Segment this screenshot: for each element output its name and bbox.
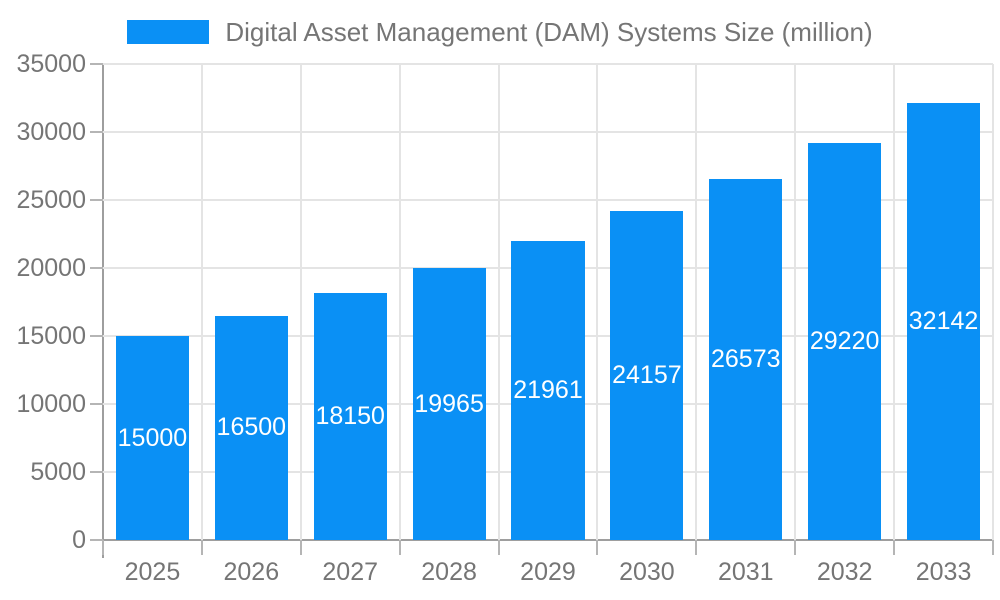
x-tick-label: 2027 (322, 558, 379, 586)
y-tick (90, 335, 103, 337)
y-tick (90, 131, 103, 133)
bar[interactable]: 16500 (214, 315, 288, 540)
bar-value-label: 29220 (809, 326, 880, 355)
x-tick (299, 540, 302, 555)
bar-value-label: 24157 (612, 361, 682, 390)
y-tick (90, 199, 103, 201)
y-tick (90, 267, 103, 269)
x-tick-label: 2033 (915, 558, 972, 586)
legend[interactable]: Digital Asset Management (DAM) Systems S… (0, 14, 1000, 50)
v-gridline (794, 64, 797, 540)
h-gridline (103, 131, 993, 133)
x-tick (596, 540, 599, 555)
x-tick (893, 540, 896, 555)
x-tick-label: 2025 (124, 558, 181, 586)
bar-value-label: 19965 (414, 389, 484, 418)
y-tick (90, 471, 103, 473)
bar[interactable]: 26573 (709, 178, 783, 540)
x-tick (695, 540, 698, 555)
v-gridline (497, 64, 500, 540)
x-tick-label: 2026 (223, 558, 280, 586)
x-tick (794, 540, 797, 555)
y-tick-label: 5000 (30, 458, 86, 486)
plot-area: 15000 16500 18150 19965 21961 24157 26573 29220… (103, 63, 994, 540)
v-gridline (992, 64, 994, 540)
bar[interactable]: 18150 (313, 293, 387, 540)
bar[interactable]: 29220 (808, 142, 882, 540)
x-tick-label: 2029 (520, 558, 576, 586)
x-tick (497, 540, 500, 555)
v-gridline (596, 64, 599, 540)
bar-value-label: 26573 (711, 344, 781, 373)
legend-swatch (127, 20, 210, 44)
legend-label: Digital Asset Management (DAM) Systems S… (225, 16, 873, 47)
bar-value-label: 15000 (117, 423, 188, 452)
bar[interactable]: 24157 (610, 211, 684, 540)
v-gridline (695, 64, 698, 540)
y-tick-label: 20000 (16, 254, 86, 282)
x-tick (398, 540, 401, 555)
y-tick-label: 10000 (16, 390, 86, 418)
v-gridline (398, 64, 401, 540)
x-tick-label: 2030 (619, 558, 675, 586)
x-tick-label: 2032 (816, 558, 873, 586)
bar[interactable]: 21961 (511, 241, 585, 540)
bar[interactable]: 32142 (906, 102, 981, 540)
y-tick (90, 403, 103, 405)
y-tick-label: 35000 (16, 50, 86, 78)
y-axis-line (102, 63, 104, 558)
y-tick (90, 63, 103, 65)
bar[interactable]: 15000 (115, 336, 190, 540)
y-tick (90, 539, 103, 541)
bar-value-label: 21961 (513, 376, 583, 405)
bar-value-label: 16500 (216, 413, 287, 442)
v-gridline (893, 64, 896, 540)
x-tick (992, 540, 994, 555)
x-tick-label: 2031 (717, 558, 774, 586)
bar-value-label: 32142 (908, 306, 979, 335)
v-gridline (200, 64, 203, 540)
x-tick-label: 2028 (421, 558, 477, 586)
y-tick-label: 30000 (16, 118, 86, 146)
bar-value-label: 18150 (315, 402, 385, 431)
y-tick-label: 25000 (16, 186, 86, 214)
v-gridline (299, 64, 302, 540)
h-gridline (103, 63, 993, 65)
x-axis-line (103, 539, 993, 541)
h-gridline (103, 199, 993, 201)
bar[interactable]: 19965 (412, 268, 486, 540)
x-tick (200, 540, 203, 555)
y-tick-label: 15000 (16, 322, 86, 350)
y-tick-label: 0 (72, 526, 86, 554)
x-tick (102, 540, 104, 555)
